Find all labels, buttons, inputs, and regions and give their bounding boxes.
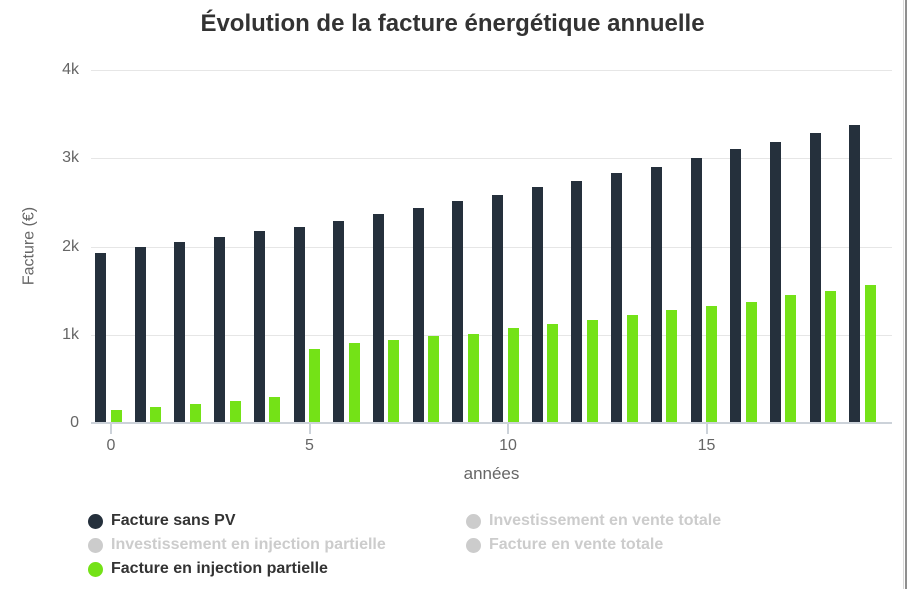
legend-item-facture-en-injection-partielle[interactable]: Facture en injection partielle — [88, 559, 328, 579]
bar-facture-sans-pv-year-16 — [730, 149, 742, 422]
bar-facture-sans-pv-year-8 — [412, 207, 424, 422]
bar-facture-sans-pv-year-10 — [492, 195, 503, 422]
x-axis-line — [91, 422, 892, 424]
bar-facture-sans-pv-year-2 — [174, 241, 186, 422]
legend-item-investissement-en-injection-partielle[interactable]: Investissement en injection partielle — [88, 535, 386, 555]
x-tick-15 — [705, 424, 708, 434]
bar-facture-en-injection-partielle-year-19 — [864, 284, 876, 422]
bar-facture-sans-pv-year-12 — [571, 181, 583, 422]
window-border-dark-line — [905, 0, 907, 589]
x-tick-label-5: 5 — [305, 437, 314, 454]
bar-facture-sans-pv-year-17 — [769, 142, 781, 422]
legend-item-facture-sans-pv[interactable]: Facture sans PV — [88, 511, 236, 531]
bar-facture-en-injection-partielle-year-6 — [348, 343, 360, 422]
bar-facture-en-injection-partielle-year-8 — [428, 336, 440, 422]
y-tick-label-0: 0 — [70, 414, 79, 431]
bar-facture-en-injection-partielle-year-18 — [825, 290, 837, 422]
gridline-4k — [91, 70, 892, 71]
x-tick-5 — [308, 424, 311, 434]
bar-facture-sans-pv-year-7 — [372, 213, 384, 422]
legend-item-facture-en-vente-totale[interactable]: Facture en vente totale — [466, 535, 663, 555]
legend-marker-icon — [466, 537, 481, 553]
bar-facture-en-injection-partielle-year-15 — [706, 305, 717, 422]
bar-facture-en-injection-partielle-year-0 — [110, 410, 122, 422]
bar-facture-en-injection-partielle-year-3 — [229, 401, 241, 422]
bar-facture-sans-pv-year-4 — [253, 231, 265, 422]
bar-facture-sans-pv-year-0 — [95, 253, 106, 422]
legend-marker-icon — [88, 513, 103, 529]
legend-label: Investissement en vente totale — [489, 512, 722, 529]
legend-item-investissement-en-vente-totale[interactable]: Investissement en vente totale — [466, 511, 721, 531]
bar-facture-en-injection-partielle-year-14 — [666, 310, 678, 422]
legend-label: Facture en injection partielle — [111, 560, 328, 577]
bar-facture-sans-pv-year-9 — [452, 201, 464, 422]
bar-facture-en-injection-partielle-year-11 — [547, 324, 559, 422]
bar-facture-sans-pv-year-15 — [690, 158, 702, 422]
bar-facture-en-injection-partielle-year-16 — [745, 301, 757, 422]
y-tick-label-1k: 1k — [62, 325, 79, 343]
bar-facture-en-injection-partielle-year-9 — [467, 333, 479, 422]
gridline-1k — [91, 334, 892, 336]
bar-facture-sans-pv-year-14 — [650, 166, 662, 422]
chart-title: Évolution de la facture énergétique annu… — [200, 10, 705, 37]
x-tick-10 — [507, 424, 509, 434]
y-tick-label-2k: 2k — [62, 237, 79, 255]
x-tick-label-10: 10 — [499, 437, 517, 454]
x-tick-label-0: 0 — [106, 437, 116, 454]
gridline-3k — [91, 158, 892, 160]
legend-label: Investissement en injection partielle — [111, 536, 386, 553]
gridline-2k — [91, 246, 892, 248]
bar-facture-sans-pv-year-6 — [333, 220, 345, 422]
bar-facture-en-injection-partielle-year-17 — [785, 294, 797, 422]
legend-marker-icon — [466, 513, 481, 529]
bar-facture-sans-pv-year-5 — [293, 226, 305, 422]
legend-marker-icon — [88, 537, 103, 553]
bar-facture-en-injection-partielle-year-2 — [189, 403, 201, 422]
bar-facture-sans-pv-year-1 — [134, 247, 146, 422]
bar-facture-sans-pv-year-11 — [531, 187, 543, 422]
y-tick-label-4k: 4k — [62, 61, 79, 78]
bar-facture-en-injection-partielle-year-5 — [309, 348, 320, 422]
bar-facture-en-injection-partielle-year-13 — [626, 314, 638, 422]
legend-label: Facture en vente totale — [489, 536, 664, 553]
bar-facture-en-injection-partielle-year-12 — [586, 319, 598, 422]
bar-facture-en-injection-partielle-year-7 — [388, 340, 400, 422]
legend-marker-icon — [88, 561, 103, 577]
x-tick-label-15: 15 — [697, 437, 716, 454]
bar-facture-sans-pv-year-13 — [611, 173, 623, 422]
x-tick-0 — [110, 424, 112, 434]
bar-facture-en-injection-partielle-year-4 — [269, 396, 281, 422]
bar-facture-sans-pv-year-3 — [214, 236, 226, 422]
y-tick-label-3k: 3k — [62, 149, 79, 167]
window-border-light-line — [903, 0, 904, 589]
legend-label: Facture sans PV — [111, 512, 236, 529]
bar-facture-sans-pv-year-18 — [809, 133, 821, 422]
plot-area — [91, 70, 892, 434]
bar-facture-en-injection-partielle-year-10 — [507, 328, 519, 422]
x-axis-title: années — [463, 464, 520, 483]
bar-facture-sans-pv-year-19 — [849, 125, 861, 422]
bar-facture-en-injection-partielle-year-1 — [150, 406, 162, 422]
